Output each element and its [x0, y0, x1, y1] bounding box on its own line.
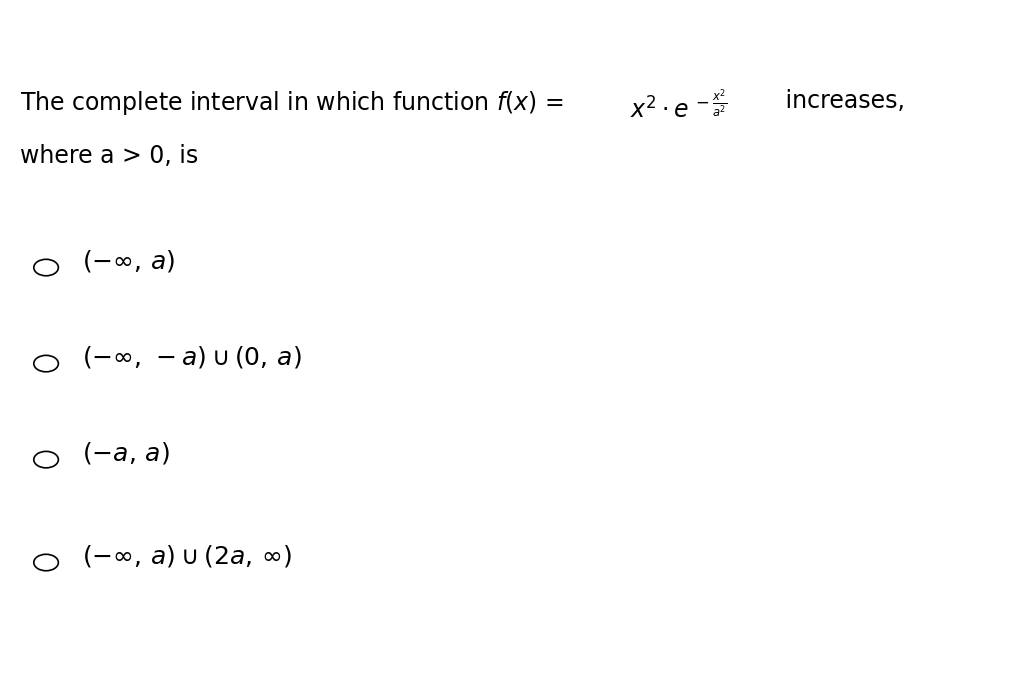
Text: $(-\infty,\, -a) \cup (0,\, a)$: $(-\infty,\, -a) \cup (0,\, a)$ [82, 344, 302, 370]
Text: $(-a,\, a)$: $(-a,\, a)$ [82, 440, 170, 466]
Text: The complete interval in which function $f(x)$ =: The complete interval in which function … [20, 89, 567, 117]
Text: where a > 0, is: where a > 0, is [20, 144, 199, 168]
Text: $(-\infty,\, a) \cup (2a,\, \infty)$: $(-\infty,\, a) \cup (2a,\, \infty)$ [82, 543, 292, 569]
Text: increases,: increases, [778, 89, 905, 113]
Text: $x^2 \cdot e^{\,-\frac{x^2}{a^2}}$: $x^2 \cdot e^{\,-\frac{x^2}{a^2}}$ [630, 89, 727, 123]
Text: $(-\infty,\, a)$: $(-\infty,\, a)$ [82, 248, 175, 274]
